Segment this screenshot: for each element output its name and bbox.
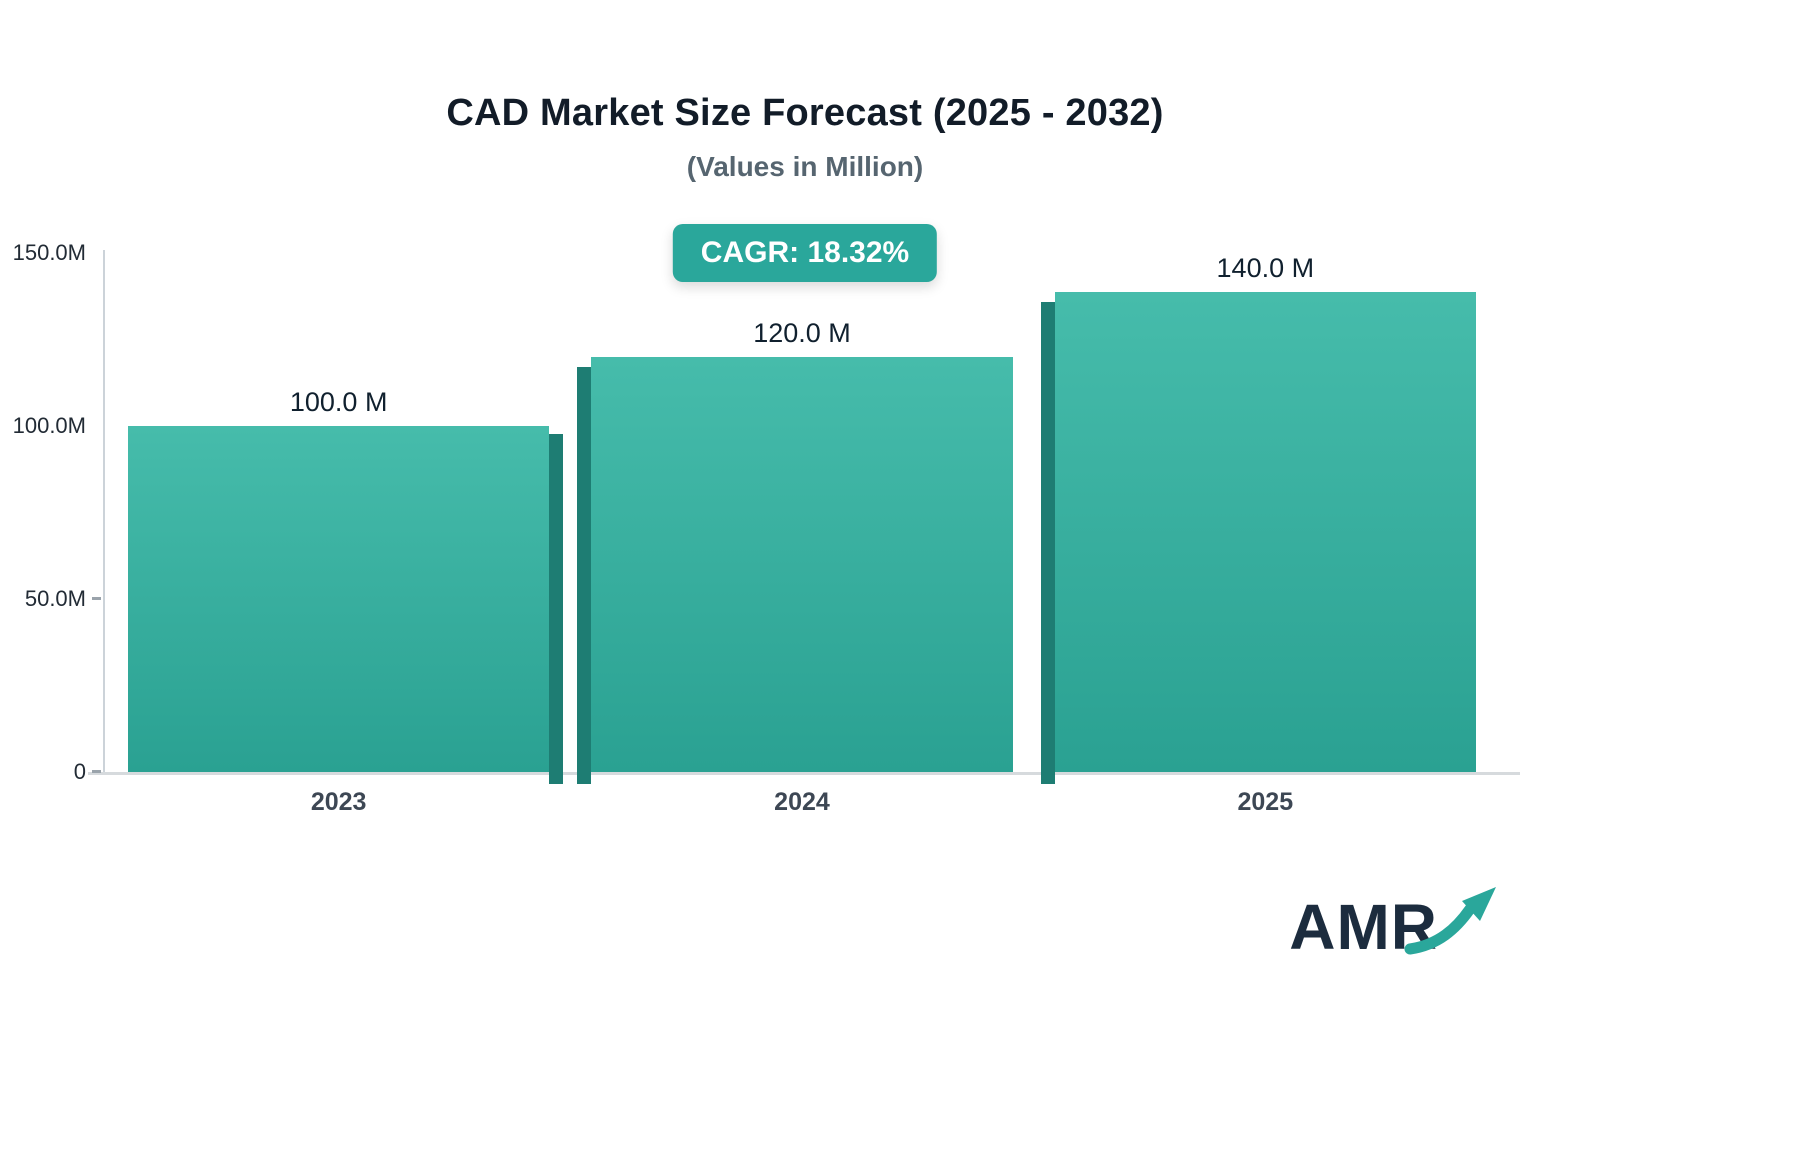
- bar-group: 100.0 M: [128, 253, 564, 784]
- x-axis-labels: 2023 2024 2025: [105, 788, 1520, 817]
- chart-header: CAD Market Size Forecast (2025 - 2032) (…: [0, 92, 1610, 183]
- y-tick-label: 0: [73, 759, 86, 784]
- bar: [577, 356, 1013, 785]
- bar-value-label: 140.0 M: [1216, 253, 1315, 283]
- bars-container: 100.0 M 120.0 M 140.0 M: [105, 253, 1520, 785]
- bar-group: 120.0 M: [577, 253, 1013, 785]
- bar: [128, 426, 564, 784]
- y-axis-line: [103, 250, 105, 773]
- cagr-badge: CAGR: 18.32%: [672, 224, 938, 282]
- y-axis-labels: 0 50.0M 100.0M 150.0M: [0, 240, 100, 784]
- bar-value-label: 100.0 M: [289, 387, 388, 417]
- chart-title: CAD Market Size Forecast (2025 - 2032): [446, 92, 1164, 134]
- x-axis-label: 2024: [774, 788, 830, 816]
- y-tick-label: 100.0M: [12, 413, 86, 439]
- amr-logo: AMR: [1289, 887, 1500, 964]
- bar-group: 140.0 M: [1040, 253, 1476, 784]
- chart-subtitle: (Values in Million): [686, 151, 924, 182]
- plot-area: 0 50.0M 100.0M 150.0M 100.0 M 120.0 M 140.0 M…: [13, 240, 1520, 816]
- x-axis-label: 2025: [1237, 788, 1294, 816]
- x-axis-line: [88, 772, 1520, 775]
- growth-arrow-icon: [1404, 887, 1496, 955]
- y-tick-label: 150.0M: [12, 240, 86, 265]
- bar: [1040, 292, 1476, 784]
- y-tick-mark: [92, 597, 101, 601]
- bar-value-label: 120.0 M: [753, 317, 851, 348]
- y-tick-mark: [92, 770, 101, 773]
- x-axis-label: 2023: [310, 788, 367, 816]
- y-tick-label: 50.0M: [24, 586, 86, 612]
